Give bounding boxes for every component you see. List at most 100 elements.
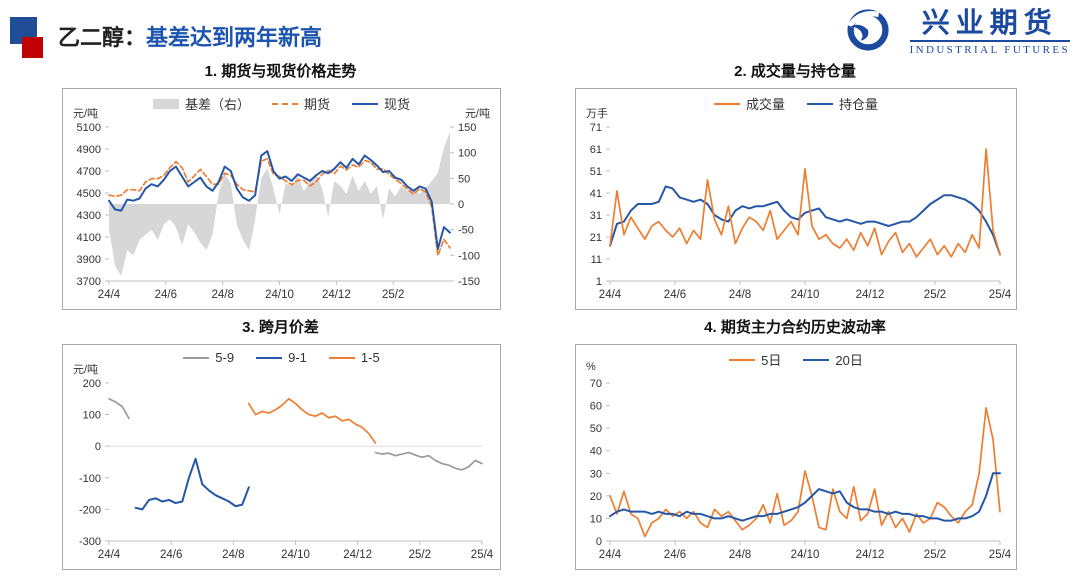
legend-item: 持仓量 (807, 94, 878, 113)
svg-text:24/10: 24/10 (281, 549, 310, 561)
svg-text:3900: 3900 (77, 254, 101, 266)
svg-text:30: 30 (590, 468, 602, 480)
logo-divider (909, 39, 1070, 42)
svg-text:100: 100 (83, 410, 101, 422)
svg-text:24/4: 24/4 (599, 289, 622, 301)
svg-text:24/4: 24/4 (599, 549, 622, 561)
chart-1-unit-right: 元/吨 (464, 108, 490, 120)
company-logo: 兴业期货 INDUSTRIAL FUTURES (838, 6, 1070, 59)
svg-text:31: 31 (590, 210, 602, 222)
svg-text:50: 50 (590, 423, 602, 435)
chart-4-unit-left: % (586, 361, 596, 373)
svg-text:24/10: 24/10 (265, 289, 294, 301)
svg-text:51: 51 (590, 166, 602, 178)
legend-swatch-line (713, 102, 740, 105)
svg-text:4100: 4100 (77, 232, 101, 244)
svg-text:11: 11 (591, 254, 602, 266)
legend-label: 现货 (384, 97, 411, 112)
svg-text:1: 1 (596, 276, 602, 288)
legend-swatch-line (807, 102, 833, 105)
legend-label: 5日 (761, 353, 782, 368)
svg-text:20: 20 (590, 491, 602, 503)
legend-item: 现货 (352, 94, 410, 113)
legend-item: 基差（右） (152, 94, 250, 113)
svg-text:24/10: 24/10 (791, 549, 820, 561)
chart-4-title: 4. 期货主力合约历史波动率 (704, 319, 886, 336)
svg-text:0: 0 (95, 441, 101, 453)
svg-text:-150: -150 (458, 276, 480, 288)
svg-text:24/4: 24/4 (98, 549, 121, 561)
svg-text:24/8: 24/8 (222, 549, 244, 561)
svg-text:24/12: 24/12 (856, 549, 885, 561)
svg-text:24/12: 24/12 (343, 549, 372, 561)
svg-text:100: 100 (458, 148, 476, 160)
svg-text:25/2: 25/2 (409, 549, 431, 561)
svg-text:4900: 4900 (77, 144, 101, 156)
chart-4-panel: 5日 20日 % 0 10 20 30 40 50 60 70 24/4 24/6 24/8 24/10… (575, 344, 1017, 570)
svg-text:21: 21 (590, 232, 602, 244)
legend-item: 20日 (803, 350, 863, 369)
svg-text:-100: -100 (458, 250, 480, 262)
legend-label: 9-1 (288, 350, 307, 365)
chart-2-legend: 成交量 持仓量 (576, 94, 1016, 113)
svg-text:24/6: 24/6 (664, 549, 686, 561)
legend-swatch-line (256, 356, 283, 359)
legend-item: 9-1 (256, 350, 307, 365)
legend-swatch-line (183, 356, 210, 359)
svg-text:200: 200 (83, 378, 101, 390)
svg-text:71: 71 (590, 122, 602, 134)
chart-2-panel: 成交量 持仓量 万手 1 11 21 31 41 51 61 71 24/4 24/6 24/8 24/… (575, 88, 1017, 310)
legend-label: 基差（右） (184, 97, 250, 112)
chart-3-title: 3. 跨月价差 (242, 319, 319, 336)
svg-text:25/2: 25/2 (382, 289, 404, 301)
legend-swatch-line (729, 358, 756, 361)
chart-1-title: 1. 期货与现货价格走势 (204, 63, 357, 80)
svg-text:24/8: 24/8 (729, 289, 751, 301)
svg-text:-300: -300 (79, 536, 101, 548)
chart-1-legend: 基差（右） 期货 现货 (63, 94, 500, 113)
chart-4-legend: 5日 20日 (576, 350, 1016, 369)
svg-text:25/4: 25/4 (989, 289, 1012, 301)
chart-1-panel: 基差（右） 期货 现货 元/吨 元/吨 3700 3900 4100 4300 4500 47… (62, 88, 501, 310)
svg-text:24/6: 24/6 (155, 289, 177, 301)
legend-item: 1-5 (328, 350, 380, 365)
legend-label: 20日 (835, 353, 863, 368)
chart-1-plot: 3700 3900 4100 4300 4500 4700 4900 5100 -150 -100… (77, 122, 481, 301)
svg-text:10: 10 (590, 513, 602, 525)
svg-text:50: 50 (458, 173, 470, 185)
svg-text:-200: -200 (79, 504, 101, 516)
chart-3-unit-left: 元/吨 (73, 364, 99, 376)
logo-text: 兴业期货 INDUSTRIAL FUTURES (909, 8, 1070, 56)
logo-swirl-icon (838, 6, 900, 59)
chart-2-title: 2. 成交量与持仓量 (734, 63, 856, 80)
legend-item: 期货 (271, 94, 330, 113)
svg-text:0: 0 (458, 199, 464, 211)
legend-label: 成交量 (745, 97, 785, 112)
svg-text:25/4: 25/4 (989, 549, 1012, 561)
logo-name-cn: 兴业期货 (921, 8, 1058, 40)
legend-label: 1-5 (360, 350, 380, 365)
svg-text:3700: 3700 (77, 276, 101, 288)
legend-label: 5-9 (215, 350, 235, 365)
svg-text:-100: -100 (79, 473, 101, 485)
svg-text:25/2: 25/2 (924, 289, 946, 301)
chart-1-unit-left: 元/吨 (73, 108, 99, 120)
svg-text:25/2: 25/2 (924, 549, 946, 561)
svg-text:24/4: 24/4 (98, 289, 121, 301)
svg-text:5100: 5100 (77, 122, 101, 134)
svg-text:24/6: 24/6 (664, 289, 686, 301)
chart-2-unit-left: 万手 (586, 108, 608, 120)
svg-text:70: 70 (590, 378, 602, 390)
legend-swatch-line (328, 356, 355, 359)
legend-item: 5日 (729, 350, 781, 369)
svg-text:41: 41 (590, 188, 602, 200)
svg-text:-50: -50 (458, 225, 474, 237)
svg-text:150: 150 (458, 122, 476, 134)
chart-3-plot: -300 -200 -100 0 100 200 24/4 24/6 24/8 24/10 24/1… (79, 378, 494, 561)
chart-3-panel: 5-9 9-1 1-5 元/吨 -300 -200 -100 0 100 200 24/4 24/… (62, 344, 501, 570)
svg-text:61: 61 (590, 144, 602, 156)
legend-swatch-line (803, 358, 830, 361)
svg-text:24/12: 24/12 (322, 289, 351, 301)
accent-square-red (22, 37, 43, 58)
